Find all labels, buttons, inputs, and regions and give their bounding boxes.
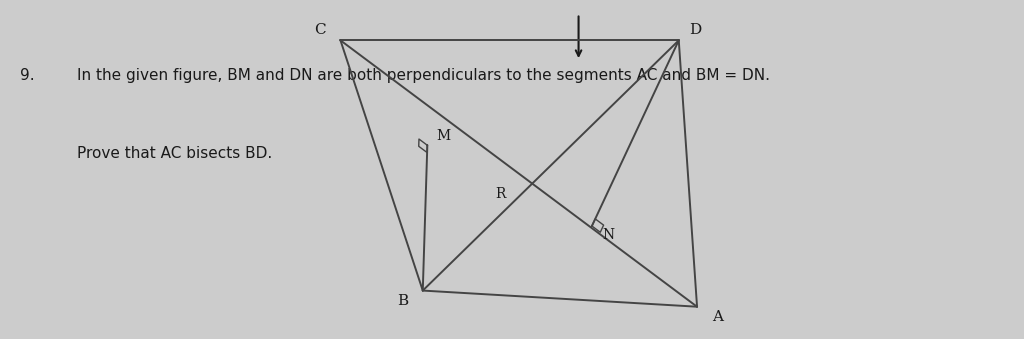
Text: B: B (397, 294, 409, 308)
Text: In the given figure, BM and DN are both perpendiculars to the segments AC and BM: In the given figure, BM and DN are both … (77, 68, 770, 83)
Text: D: D (689, 23, 701, 37)
Text: A: A (712, 310, 723, 324)
Text: N: N (602, 228, 614, 242)
Text: 9.: 9. (20, 68, 35, 83)
Text: Prove that AC bisects BD.: Prove that AC bisects BD. (77, 146, 272, 161)
Text: C: C (314, 23, 327, 37)
Text: R: R (496, 187, 506, 201)
Text: M: M (436, 129, 451, 143)
